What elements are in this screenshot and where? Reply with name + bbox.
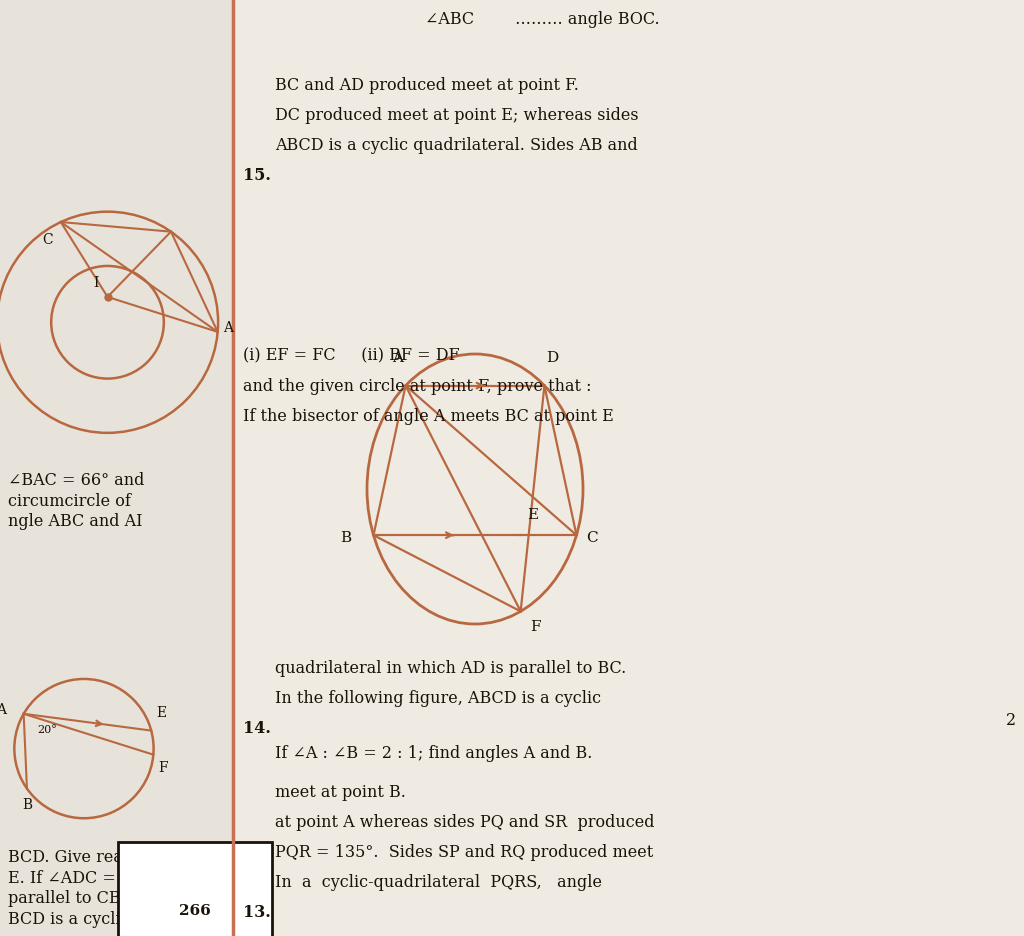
Text: (i) EF = FC     (ii) BF = DF: (i) EF = FC (ii) BF = DF — [243, 347, 460, 364]
Text: C: C — [587, 531, 598, 545]
Text: and the given circle at point F, prove that :: and the given circle at point F, prove t… — [243, 377, 591, 394]
Text: 2: 2 — [1006, 711, 1016, 728]
Text: ABCD is a cyclic quadrilateral. Sides AB and: ABCD is a cyclic quadrilateral. Sides AB… — [274, 137, 637, 154]
Text: PQR = 135°.  Sides SP and RQ produced meet: PQR = 135°. Sides SP and RQ produced mee… — [274, 843, 653, 860]
Text: A: A — [0, 702, 6, 716]
Text: ngle ABC and AI: ngle ABC and AI — [8, 513, 142, 530]
Text: If the bisector of angle A meets BC at point E: If the bisector of angle A meets BC at p… — [243, 407, 613, 424]
Text: E: E — [157, 705, 166, 719]
Text: m jeune: m jeune — [118, 903, 172, 916]
Text: meet at point B.: meet at point B. — [274, 783, 406, 800]
Text: A: A — [222, 320, 232, 334]
Text: E. If ∠ADC = 92°,: E. If ∠ADC = 92°, — [8, 869, 155, 885]
Text: circumcircle of: circumcircle of — [8, 492, 131, 509]
Text: In  a  cyclic-quadrilateral  PQRS,   angle: In a cyclic-quadrilateral PQRS, angle — [274, 873, 602, 890]
Text: BCD is a cyclic: BCD is a cyclic — [8, 910, 130, 927]
Text: C: C — [42, 233, 53, 247]
Text: ∠ABC        ……… angle BOC.: ∠ABC ……… angle BOC. — [425, 11, 659, 28]
Text: B: B — [340, 531, 351, 545]
Bar — [0, 0, 233, 936]
Text: 20°: 20° — [38, 724, 57, 734]
Text: F: F — [159, 760, 168, 774]
Text: at point A whereas sides PQ and SR  produced: at point A whereas sides PQ and SR produ… — [274, 813, 654, 830]
Text: In the following figure, ABCD is a cyclic: In the following figure, ABCD is a cycli… — [274, 689, 601, 706]
Text: E: E — [527, 507, 539, 521]
Text: 14.: 14. — [243, 719, 270, 736]
Text: DC produced meet at point E; whereas sides: DC produced meet at point E; whereas sid… — [274, 107, 638, 124]
Text: quadrilateral in which AD is parallel to BC.: quadrilateral in which AD is parallel to… — [274, 659, 626, 676]
Text: B: B — [22, 797, 32, 811]
Text: 13.: 13. — [243, 903, 270, 920]
Text: I: I — [93, 275, 99, 289]
Text: ∠BAC = 66° and: ∠BAC = 66° and — [8, 472, 144, 489]
Text: parallel to CB and: parallel to CB and — [8, 889, 156, 906]
Text: BC and AD produced meet at point F.: BC and AD produced meet at point F. — [274, 77, 579, 94]
Text: A: A — [392, 350, 403, 364]
Text: If ∠A : ∠B = 2 : 1; find angles A and B.: If ∠A : ∠B = 2 : 1; find angles A and B. — [274, 744, 592, 762]
Text: BCD. Give reason in: BCD. Give reason in — [8, 848, 172, 865]
Text: 15.: 15. — [243, 167, 270, 183]
Text: D: D — [546, 350, 558, 364]
Text: F: F — [530, 620, 541, 634]
Text: 266: 266 — [179, 903, 211, 916]
